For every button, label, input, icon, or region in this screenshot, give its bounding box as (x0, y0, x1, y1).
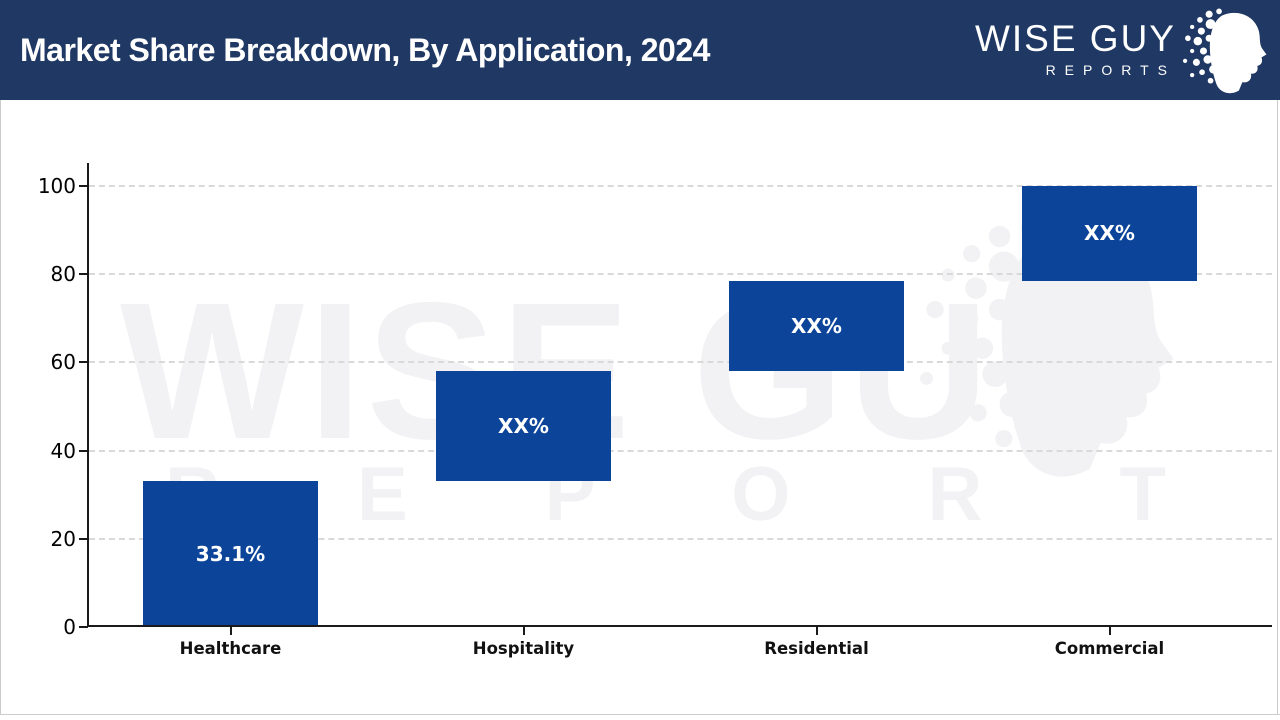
y-tick-0 (79, 626, 88, 628)
gridline-40 (89, 449, 1272, 452)
x-axis-spine (87, 625, 1272, 627)
logo-subtitle: REPORTS (1045, 62, 1176, 78)
y-tick-label-20: 20 (50, 526, 76, 551)
gridline-60 (89, 361, 1272, 364)
x-tick-healthcare (229, 627, 232, 635)
bar-value-label: XX% (1084, 221, 1135, 246)
x-tick-hospitality (522, 627, 525, 635)
logo-face-icon (1182, 8, 1267, 94)
bar-value-label: XX% (498, 414, 549, 439)
y-axis-spine (87, 163, 89, 627)
category-label-commercial: Commercial (1054, 639, 1165, 658)
y-tick-80 (79, 273, 88, 276)
frame-border-bottom (0, 714, 1280, 715)
frame-border-left (0, 100, 1, 715)
gridline-20 (89, 537, 1272, 540)
y-tick-label-80: 80 (50, 262, 76, 287)
y-tick-100 (79, 185, 88, 187)
bar-commercial: XX% (1022, 186, 1197, 281)
wise-guy-logo: WISE GUY REPORTS (975, 6, 1270, 96)
gridline-100 (89, 185, 1272, 187)
y-tick-label-100: 100 (37, 174, 76, 198)
header-band: Market Share Breakdown, By Application, … (0, 0, 1280, 100)
logo-wordmark: WISE GUY (974, 18, 1176, 59)
x-tick-commercial (1108, 627, 1111, 635)
bar-value-label: 33.1% (195, 542, 266, 566)
category-label-residential: Residential (764, 639, 869, 658)
y-tick-label-0: 0 (63, 615, 76, 639)
y-tick-label-60: 60 (50, 350, 76, 375)
frame-border-right (1277, 100, 1278, 715)
category-label-hospitality: Hospitality (472, 639, 575, 658)
watermark-subtitle: R E P O R T S (165, 452, 1280, 537)
logo-text: WISE GUY REPORTS (975, 19, 1176, 79)
x-tick-residential (815, 627, 818, 635)
category-label-healthcare: Healthcare (179, 639, 282, 658)
y-tick-20 (79, 537, 88, 540)
bar-healthcare: 33.1% (143, 481, 318, 627)
bar-hospitality: XX% (436, 371, 611, 482)
y-tick-40 (79, 449, 88, 452)
y-tick-label-40: 40 (50, 438, 76, 463)
gridline-80 (89, 273, 1272, 276)
chart-title: Market Share Breakdown, By Application, … (20, 31, 710, 68)
bar-residential: XX% (729, 280, 904, 372)
watermark-wordmark: WISE GUY (120, 262, 1127, 480)
bar-value-label: XX% (791, 314, 842, 338)
y-tick-60 (79, 361, 88, 364)
